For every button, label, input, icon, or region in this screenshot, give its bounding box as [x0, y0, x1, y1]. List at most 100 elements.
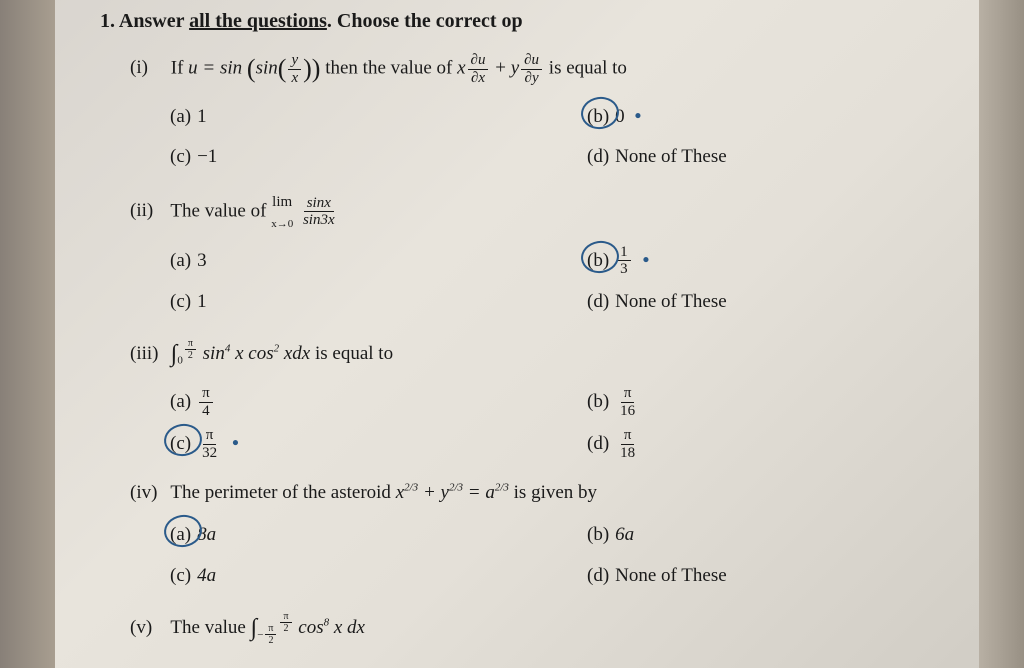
opt-value: None of These [615, 286, 727, 318]
qv-text: The value [170, 617, 250, 638]
option-iv-d[interactable]: (d) None of These [587, 560, 964, 592]
options-i: (a) 1 (b) 0 • (c) −1 (d) None of These [100, 101, 964, 174]
option-iv-c[interactable]: (c) 4a [170, 560, 547, 592]
qiii-end: is equal to [315, 343, 393, 364]
qi-sin: sin [256, 57, 278, 78]
question-iii: (iii) ∫0π2 sin4 x cos2 xdx is equal to (… [100, 334, 964, 461]
option-i-a[interactable]: (a) 1 [170, 101, 547, 133]
int-lower: −π2 [257, 629, 278, 641]
question-iv-text: (iv) The perimeter of the asteroid x2/3 … [100, 477, 964, 509]
option-iii-b[interactable]: (b) π16 [587, 385, 964, 419]
frac-d: π18 [617, 427, 638, 461]
opt-label: (a) [170, 519, 191, 551]
roman-v: (v) [130, 612, 166, 644]
option-iii-c[interactable]: (c) π32 • [170, 427, 547, 461]
frac-a: π4 [199, 385, 213, 419]
opt-label: (c) [170, 428, 191, 460]
options-ii: (a) 3 (b) 13 • (c) 1 (d) None of These [100, 244, 964, 318]
paren-close2: ) [303, 54, 312, 83]
int-lower: 0 [177, 355, 183, 367]
qi-expr: x [457, 57, 465, 78]
roman-i: (i) [130, 52, 166, 84]
opt-value: 1 [197, 286, 207, 318]
opt-value: 1 [197, 101, 207, 133]
opt-label: (c) [170, 560, 191, 592]
qiv-eq: x2/3 + y2/3 = a2/3 [396, 482, 509, 503]
roman-ii: (ii) [130, 195, 166, 227]
qi-start: If [171, 57, 188, 78]
frac-c: π32 [199, 427, 220, 461]
header-underlined: all the questions [189, 10, 327, 32]
roman-iv: (iv) [130, 477, 166, 509]
opt-value: 6a [615, 519, 634, 551]
opt-label: (d) [587, 286, 609, 318]
paren-open2: ( [278, 54, 287, 83]
opt-value: 4a [197, 560, 216, 592]
header-after: . Choose the correct op [327, 10, 523, 32]
frac-duy: ∂u∂y [521, 52, 542, 86]
opt-label: (b) [587, 245, 609, 277]
paren-open: ( [247, 54, 256, 83]
mark-dot: • [635, 101, 642, 133]
options-iii: (a) π4 (b) π16 (c) π32 • (d) π18 [100, 385, 964, 461]
int-upper: π2 [183, 343, 198, 355]
options-iv: (a) 8a (b) 6a (c) 4a (d) None of These [100, 519, 964, 592]
opt-label: (a) [170, 245, 191, 277]
opt-value: None of These [615, 141, 727, 173]
roman-iii: (iii) [130, 338, 166, 370]
opt-label: (d) [587, 141, 609, 173]
option-ii-d[interactable]: (d) None of These [587, 286, 964, 318]
question-iii-text: (iii) ∫0π2 sin4 x cos2 xdx is equal to [100, 334, 964, 375]
option-iii-d[interactable]: (d) π18 [587, 427, 964, 461]
opt-label: (a) [170, 101, 191, 133]
opt-label: (c) [170, 141, 191, 173]
qi-mid: then the value of [325, 57, 457, 78]
question-iv: (iv) The perimeter of the asteroid x2/3 … [100, 477, 964, 592]
opt-value: −1 [197, 141, 217, 173]
integrand: sin4 x cos2 xdx [203, 343, 311, 364]
opt-label: (b) [587, 386, 609, 418]
option-i-c[interactable]: (c) −1 [170, 141, 547, 173]
mark-dot: • [643, 245, 650, 277]
option-iv-a[interactable]: (a) 8a [170, 519, 547, 551]
question-ii: (ii) The value of lim x→0 sinxsin3x (a) … [100, 190, 964, 318]
question-ii-text: (ii) The value of lim x→0 sinxsin3x [100, 190, 964, 234]
opt-label: (d) [587, 560, 609, 592]
opt-label: (b) [587, 519, 609, 551]
option-iii-a[interactable]: (a) π4 [170, 385, 547, 419]
opt-value: None of These [615, 560, 727, 592]
frac-b: π16 [617, 385, 638, 419]
mark-dot: • [232, 428, 239, 460]
int-upper: π2 [278, 616, 293, 628]
option-iv-b[interactable]: (b) 6a [587, 519, 964, 551]
frac-yx: yx [288, 52, 301, 86]
qi-u-eq: u = sin [188, 57, 242, 78]
option-i-d[interactable]: (d) None of These [587, 141, 964, 173]
frac-sinx: sinxsin3x [300, 195, 338, 229]
option-ii-c[interactable]: (c) 1 [170, 286, 547, 318]
opt-value: 3 [197, 245, 207, 277]
frac-b: 13 [617, 244, 631, 278]
qii-text: The value of [170, 200, 271, 221]
question-header: 1. Answer all the questions. Choose the … [100, 10, 964, 33]
question-v: (v) The value ∫−π2π2 cos8 x dx [100, 608, 964, 649]
question-i-text: (i) If u = sin (sin(yx)) then the value … [100, 47, 964, 91]
integrand-v: cos8 x dx [298, 617, 365, 638]
header-before: Answer [119, 10, 189, 32]
option-ii-b[interactable]: (b) 13 • [587, 244, 964, 278]
question-v-text: (v) The value ∫−π2π2 cos8 x dx [100, 608, 964, 649]
paren-close: ) [312, 54, 321, 83]
qiv-end: is given by [514, 482, 597, 503]
opt-label: (d) [587, 428, 609, 460]
opt-label: (b) [587, 101, 609, 133]
option-ii-a[interactable]: (a) 3 [170, 244, 547, 278]
frac-dux: ∂u∂x [468, 52, 489, 86]
qiv-start: The perimeter of the asteroid [170, 482, 395, 503]
opt-label: (c) [170, 286, 191, 318]
header-number: 1. [100, 10, 115, 32]
opt-label: (a) [170, 386, 191, 418]
option-i-b[interactable]: (b) 0 • [587, 101, 964, 133]
qi-end: is equal to [549, 57, 627, 78]
limit-notation: lim x→0 [271, 190, 293, 234]
question-i: (i) If u = sin (sin(yx)) then the value … [100, 47, 964, 174]
